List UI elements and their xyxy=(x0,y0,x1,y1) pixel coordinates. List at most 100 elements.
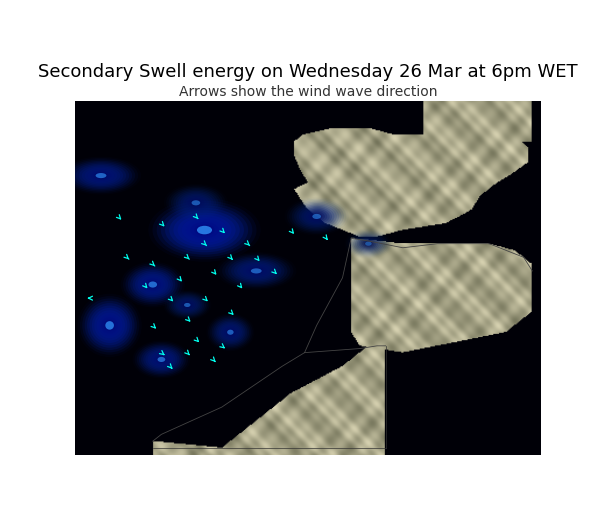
Ellipse shape xyxy=(144,278,161,290)
Ellipse shape xyxy=(90,306,130,345)
Ellipse shape xyxy=(350,232,387,256)
Ellipse shape xyxy=(166,292,208,318)
Ellipse shape xyxy=(306,210,328,223)
Ellipse shape xyxy=(246,266,267,276)
Ellipse shape xyxy=(133,270,173,299)
Ellipse shape xyxy=(313,215,320,219)
Ellipse shape xyxy=(212,317,249,347)
Ellipse shape xyxy=(190,199,202,206)
Ellipse shape xyxy=(221,324,240,340)
Ellipse shape xyxy=(227,330,234,335)
Ellipse shape xyxy=(225,256,287,286)
Text: Secondary Swell energy on Wednesday 26 Mar at 6pm WET: Secondary Swell energy on Wednesday 26 M… xyxy=(38,63,578,81)
Ellipse shape xyxy=(192,201,200,205)
Ellipse shape xyxy=(156,356,166,363)
Ellipse shape xyxy=(361,239,376,249)
Ellipse shape xyxy=(79,165,123,186)
Ellipse shape xyxy=(228,258,284,284)
Ellipse shape xyxy=(186,220,223,241)
Ellipse shape xyxy=(188,198,204,207)
Ellipse shape xyxy=(168,187,223,219)
Ellipse shape xyxy=(126,265,180,304)
Ellipse shape xyxy=(177,299,197,311)
Ellipse shape xyxy=(105,321,114,330)
Ellipse shape xyxy=(311,213,323,220)
Ellipse shape xyxy=(226,329,235,336)
Ellipse shape xyxy=(237,262,275,280)
Ellipse shape xyxy=(67,159,135,192)
Ellipse shape xyxy=(190,222,219,238)
Ellipse shape xyxy=(85,168,117,183)
Ellipse shape xyxy=(210,316,251,349)
Ellipse shape xyxy=(179,300,195,310)
Ellipse shape xyxy=(165,291,210,319)
Ellipse shape xyxy=(157,357,165,362)
Ellipse shape xyxy=(234,261,278,282)
Ellipse shape xyxy=(99,315,120,336)
Ellipse shape xyxy=(128,267,178,303)
Ellipse shape xyxy=(106,322,113,329)
Ellipse shape xyxy=(224,328,237,337)
Ellipse shape xyxy=(301,207,332,225)
Ellipse shape xyxy=(249,267,264,274)
Ellipse shape xyxy=(171,188,221,218)
Ellipse shape xyxy=(152,353,171,366)
Ellipse shape xyxy=(364,241,373,246)
Ellipse shape xyxy=(149,282,156,287)
Ellipse shape xyxy=(198,227,210,234)
Ellipse shape xyxy=(165,208,244,252)
Ellipse shape xyxy=(217,322,244,343)
Ellipse shape xyxy=(366,242,371,245)
Ellipse shape xyxy=(185,304,190,307)
Ellipse shape xyxy=(135,272,171,297)
Ellipse shape xyxy=(185,197,207,209)
Ellipse shape xyxy=(251,268,261,273)
Ellipse shape xyxy=(97,174,105,178)
Ellipse shape xyxy=(135,342,188,377)
Ellipse shape xyxy=(166,185,225,220)
Ellipse shape xyxy=(143,347,180,371)
Ellipse shape xyxy=(304,208,329,224)
Ellipse shape xyxy=(348,231,389,257)
Ellipse shape xyxy=(175,298,199,312)
Ellipse shape xyxy=(169,210,240,250)
Text: Arrows show the wind wave direction: Arrows show the wind wave direction xyxy=(178,85,438,99)
Ellipse shape xyxy=(213,319,247,345)
Ellipse shape xyxy=(92,308,127,343)
Ellipse shape xyxy=(174,296,201,313)
Ellipse shape xyxy=(96,173,106,178)
Ellipse shape xyxy=(168,293,206,317)
Ellipse shape xyxy=(174,213,236,248)
Ellipse shape xyxy=(355,235,382,252)
Ellipse shape xyxy=(64,158,138,193)
Ellipse shape xyxy=(240,263,272,278)
Ellipse shape xyxy=(82,167,120,184)
Ellipse shape xyxy=(147,351,175,368)
Ellipse shape xyxy=(359,238,378,250)
Ellipse shape xyxy=(219,323,242,341)
Ellipse shape xyxy=(177,215,231,245)
Ellipse shape xyxy=(294,203,339,230)
Ellipse shape xyxy=(82,298,137,353)
Ellipse shape xyxy=(183,302,192,308)
Ellipse shape xyxy=(178,192,214,214)
Ellipse shape xyxy=(141,346,182,373)
Ellipse shape xyxy=(102,317,118,334)
Ellipse shape xyxy=(170,294,204,316)
Ellipse shape xyxy=(353,234,383,253)
Ellipse shape xyxy=(161,205,248,254)
Ellipse shape xyxy=(243,265,269,277)
Ellipse shape xyxy=(97,313,123,338)
Ellipse shape xyxy=(180,194,212,212)
Ellipse shape xyxy=(94,310,125,341)
Ellipse shape xyxy=(148,282,157,288)
Ellipse shape xyxy=(219,253,293,289)
Ellipse shape xyxy=(175,191,216,215)
Ellipse shape xyxy=(296,204,337,228)
Ellipse shape xyxy=(150,352,173,367)
Ellipse shape xyxy=(194,224,215,236)
Ellipse shape xyxy=(139,345,184,374)
Ellipse shape xyxy=(183,195,209,211)
Ellipse shape xyxy=(215,320,246,344)
Ellipse shape xyxy=(138,273,168,295)
